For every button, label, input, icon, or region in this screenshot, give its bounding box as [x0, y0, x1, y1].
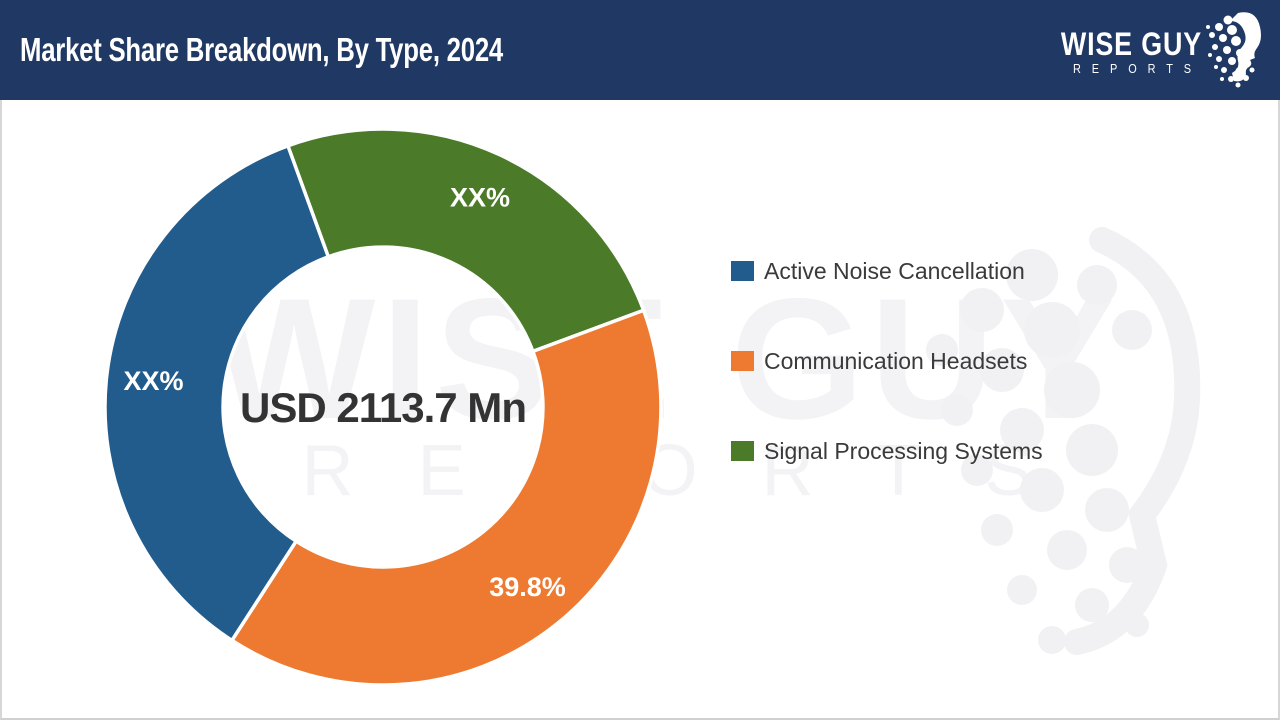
- legend-item-signal-processing-systems: Signal Processing Systems: [731, 437, 1043, 465]
- donut-segment-active-noise-cancellation: [103, 144, 331, 643]
- slice-label: 39.8%: [489, 572, 566, 602]
- chart-area: WISE GUY REPORTS: [0, 100, 1280, 720]
- header-bar: Market Share Breakdown, By Type, 2024 WI…: [0, 0, 1280, 100]
- legend: Active Noise Cancellation Communication …: [731, 257, 1043, 527]
- slice-label: XX%: [450, 182, 510, 212]
- donut-chart: USD 2113.7 Mn XX% 39.8% XX%: [103, 127, 663, 687]
- dotted-head-icon: [1204, 7, 1262, 94]
- brand-logo-text: WISE GUY REPORTS: [1034, 25, 1202, 76]
- legend-label: Active Noise Cancellation: [764, 257, 1025, 284]
- legend-swatch-blue: [731, 261, 754, 281]
- brand-logo: WISE GUY REPORTS: [1034, 7, 1262, 94]
- legend-swatch-green: [731, 441, 754, 461]
- page-title: Market Share Breakdown, By Type, 2024: [20, 31, 504, 68]
- legend-item-active-noise-cancellation: Active Noise Cancellation: [731, 257, 1043, 285]
- brand-name: WISE GUY: [1060, 25, 1202, 62]
- donut-center-value: USD 2113.7 Mn: [240, 384, 526, 431]
- donut-segment-signal-processing-systems: [286, 127, 646, 354]
- legend-label: Signal Processing Systems: [764, 437, 1043, 464]
- brand-subtitle: REPORTS: [1072, 60, 1202, 76]
- slice-label: XX%: [123, 366, 183, 396]
- legend-label: Communication Headsets: [764, 347, 1028, 374]
- donut-segment-communication-headsets: [230, 308, 663, 687]
- legend-swatch-orange: [731, 351, 754, 371]
- legend-item-communication-headsets: Communication Headsets: [731, 347, 1043, 375]
